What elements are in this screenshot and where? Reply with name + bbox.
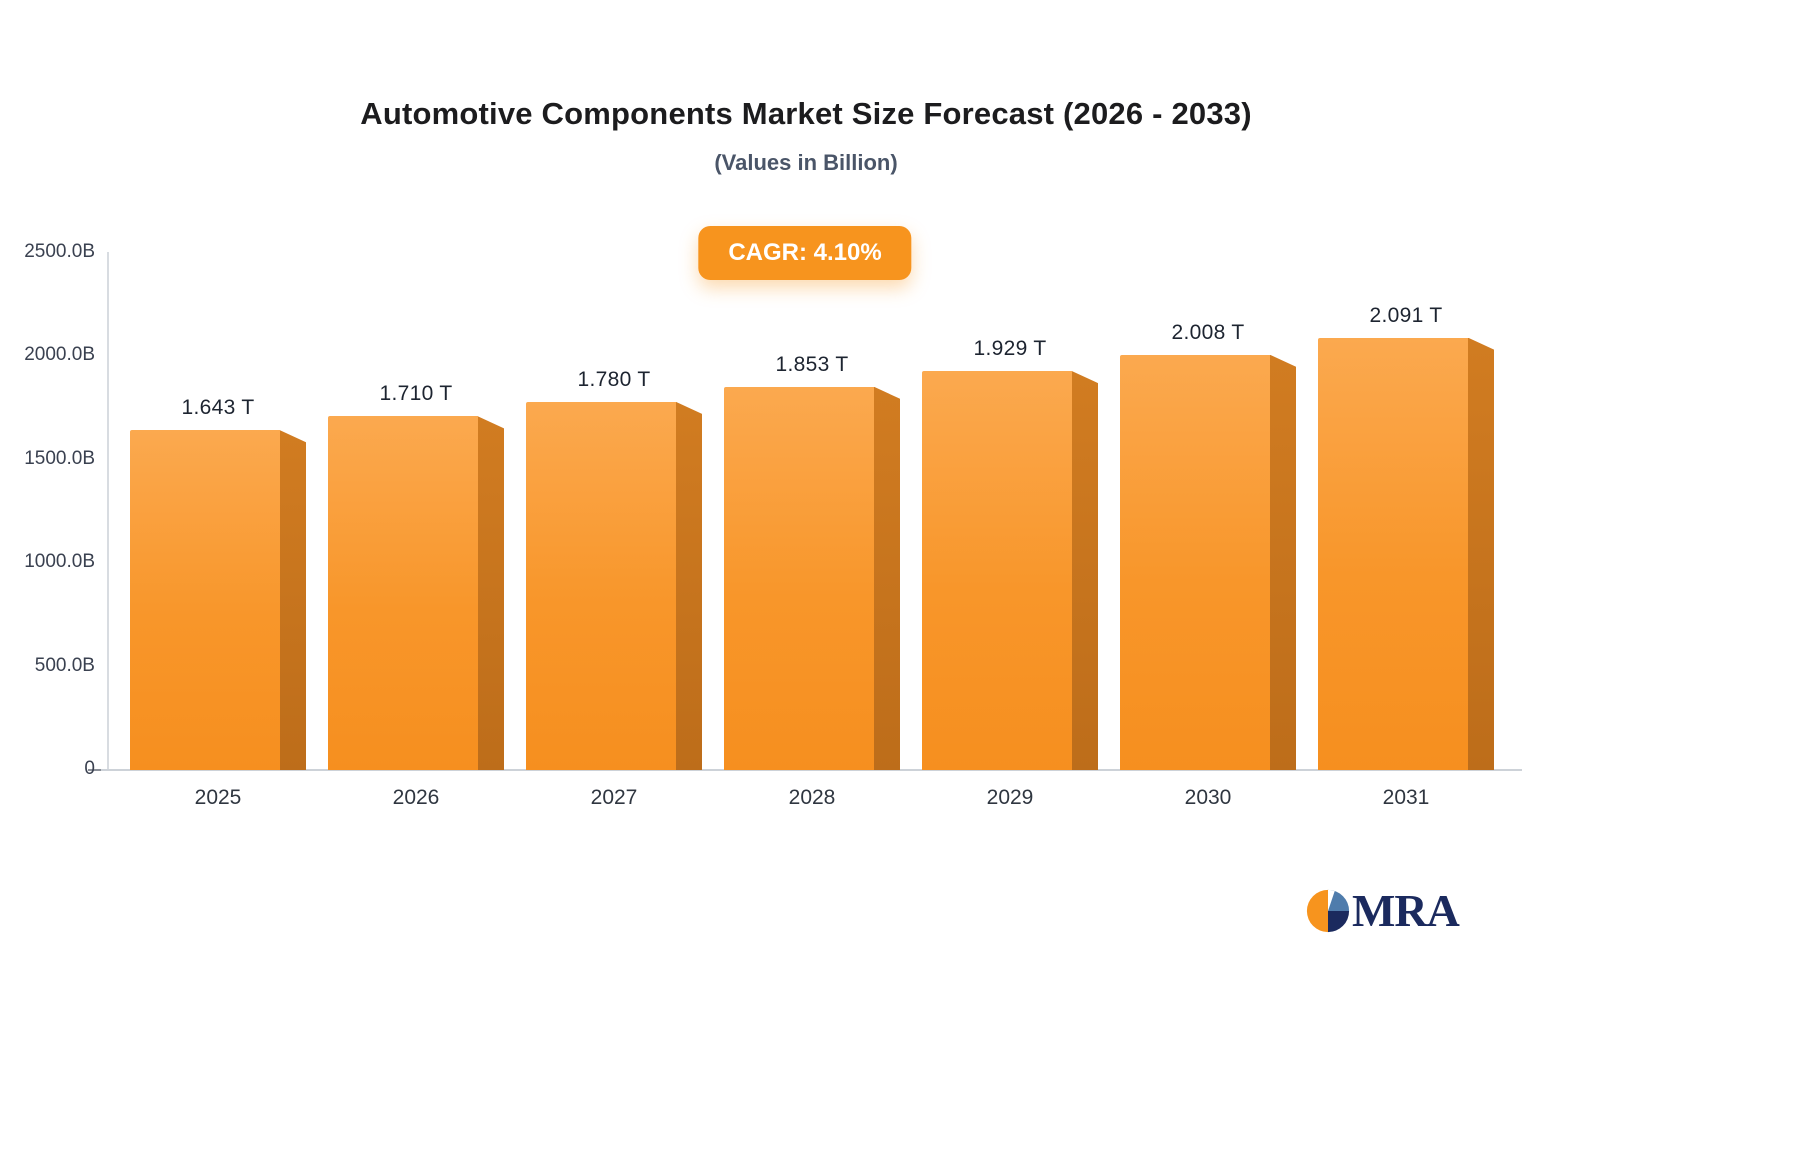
y-axis-label: 0 [84,758,95,779]
mra-logo-text: MRA [1352,885,1460,936]
y-axis-label: 1000.0B [24,551,95,573]
bar-face [922,371,1072,770]
bar [1318,337,1494,770]
bar-face [1318,337,1468,770]
cagr-badge-label: CAGR: 4.10% [728,239,882,266]
y-axis-label: 500.0B [34,654,95,676]
bar-side [280,430,306,770]
bar-side [676,401,702,770]
bar-value-label: 1.643 T [181,396,255,420]
bar [1120,354,1296,770]
bar [724,386,900,770]
chart-subtitle: (Values in Billion) [714,150,898,175]
x-axis-label: 2027 [590,786,638,809]
x-axis-label: 2025 [194,786,242,809]
x-axis-label: 2028 [788,786,836,809]
x-axis-label: 2030 [1184,786,1232,809]
bar-side [874,386,900,770]
y-axis-label: 2000.0B [24,344,95,366]
bar-side [1468,337,1494,770]
bar-face [328,416,478,770]
bar-face [526,401,676,770]
bar-value-label: 1.780 T [577,367,651,391]
bar-face [130,430,280,770]
zero-tick-mark [88,769,101,771]
bar-value-label: 2.008 T [1171,320,1245,344]
bar [328,416,504,770]
x-axis-line [90,769,1522,771]
x-axis-label: 2029 [986,786,1034,809]
bar [526,401,702,770]
y-axis-line [107,252,109,770]
y-axis-label: 2500.0B [24,241,95,262]
bar [922,371,1098,770]
cagr-badge: CAGR: 4.10% [698,226,912,280]
x-axis-label: 2031 [1382,786,1430,809]
bar-side [478,416,504,770]
bar-face [1120,354,1270,770]
bar-side [1072,371,1098,770]
chart-title: Automotive Components Market Size Foreca… [360,96,1252,131]
bar-value-label: 2.091 T [1369,303,1443,327]
bar [130,430,306,770]
mra-logo-pie-icon [1306,889,1350,933]
x-axis-label: 2026 [392,786,440,809]
bar-side [1270,354,1296,770]
y-axis-label: 1500.0B [24,447,95,469]
bar-value-label: 1.853 T [775,352,849,376]
bar-value-label: 1.710 T [379,382,453,406]
mra-logo: MRA [1305,885,1460,936]
bar-value-label: 1.929 T [973,337,1047,361]
bar-face [724,386,874,770]
